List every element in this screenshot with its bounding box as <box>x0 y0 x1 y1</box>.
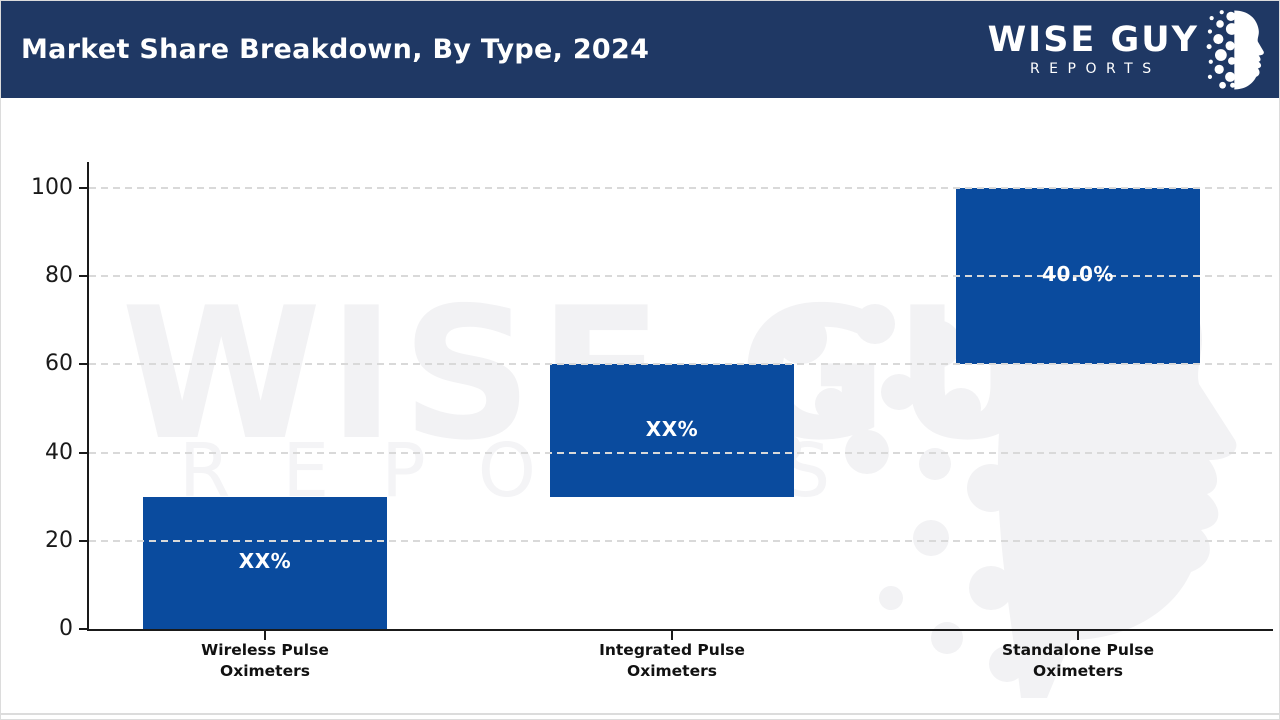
y-tick-mark <box>79 275 87 278</box>
gridline-80 <box>89 275 1273 278</box>
x-category-label-wireless-pulse-oximeters: Wireless Pulse Oximeters <box>201 641 329 680</box>
y-tick-mark <box>79 628 87 630</box>
chart-area: WISE GUY REPORTS XX% XX% 40.0% 0 20 40 60 80 100… <box>1 98 1279 715</box>
bar-value-label: 40.0% <box>1042 262 1114 287</box>
chart-header: Market Share Breakdown, By Type, 2024 WI… <box>1 1 1279 98</box>
page-title: Market Share Breakdown, By Type, 2024 <box>21 34 650 65</box>
y-tick-label: 20 <box>45 527 73 553</box>
x-axis-line <box>87 629 1273 631</box>
brand-subtitle: REPORTS <box>1029 61 1161 77</box>
y-tick-label: 60 <box>45 351 73 377</box>
x-tick-mark <box>1077 631 1079 640</box>
gridline-40 <box>89 451 1273 454</box>
y-tick-mark <box>79 363 87 366</box>
brand-logo: WISE GUY REPORTS <box>988 8 1267 92</box>
y-tick-label: 80 <box>45 263 73 289</box>
brand-face-icon <box>1206 9 1264 89</box>
x-tick-mark <box>264 631 266 640</box>
x-tick-mark <box>671 631 673 640</box>
bar-integrated-pulse-oximeters <box>550 364 794 497</box>
gridline-20 <box>89 539 1273 542</box>
gridline-60 <box>89 363 1273 366</box>
y-tick-label: 0 <box>59 616 73 641</box>
y-tick-mark <box>79 539 87 542</box>
y-tick-mark <box>79 187 87 189</box>
y-tick-label: 40 <box>45 439 73 465</box>
y-tick-label: 100 <box>31 175 73 200</box>
y-tick-mark <box>79 451 87 454</box>
plot-area: XX% XX% 40.0% 0 20 40 60 80 100 Wireless Pulse Oxi… <box>1 98 1279 713</box>
bar-wireless-pulse-oximeters <box>143 496 387 629</box>
x-category-label-integrated-pulse-oximeters: Integrated Pulse Oximeters <box>599 641 745 680</box>
y-axis-line <box>87 161 89 631</box>
x-category-label-standalone-pulse-oximeters: Standalone Pulse Oximeters <box>1002 641 1154 680</box>
bar-value-label: XX% <box>238 548 292 573</box>
brand-name: WISE GUY <box>987 20 1199 60</box>
gridline-100 <box>89 187 1273 189</box>
bar-value-label: XX% <box>645 416 699 441</box>
